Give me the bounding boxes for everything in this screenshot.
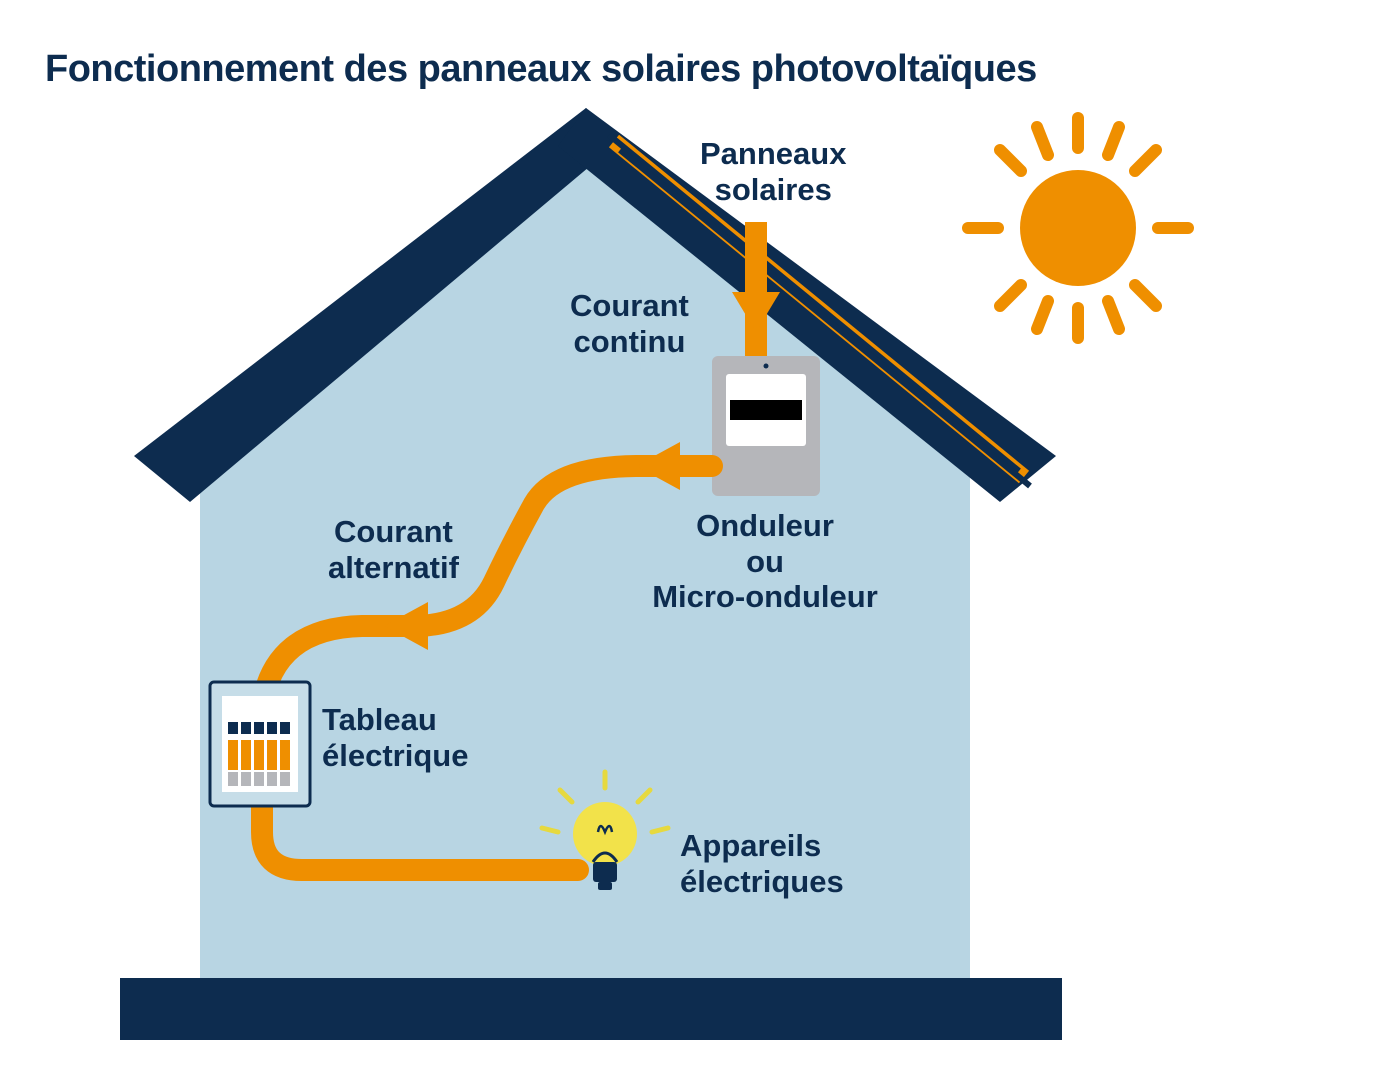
label-ac: Courant alternatif xyxy=(328,514,459,585)
diagram-stage: Fonctionnement des panneaux solaires pho… xyxy=(0,0,1383,1080)
electrical-panel-icon xyxy=(210,682,310,806)
house-base xyxy=(120,978,1062,1040)
label-devices: Appareils électriques xyxy=(680,828,844,899)
label-panel-box: Tableau électrique xyxy=(322,702,468,773)
sun-icon xyxy=(968,118,1188,338)
label-inverter: Onduleur ou Micro-onduleur xyxy=(625,508,905,615)
inverter-icon xyxy=(712,356,820,496)
label-panels: Panneaux solaires xyxy=(700,136,846,207)
label-dc: Courant continu xyxy=(570,288,689,359)
